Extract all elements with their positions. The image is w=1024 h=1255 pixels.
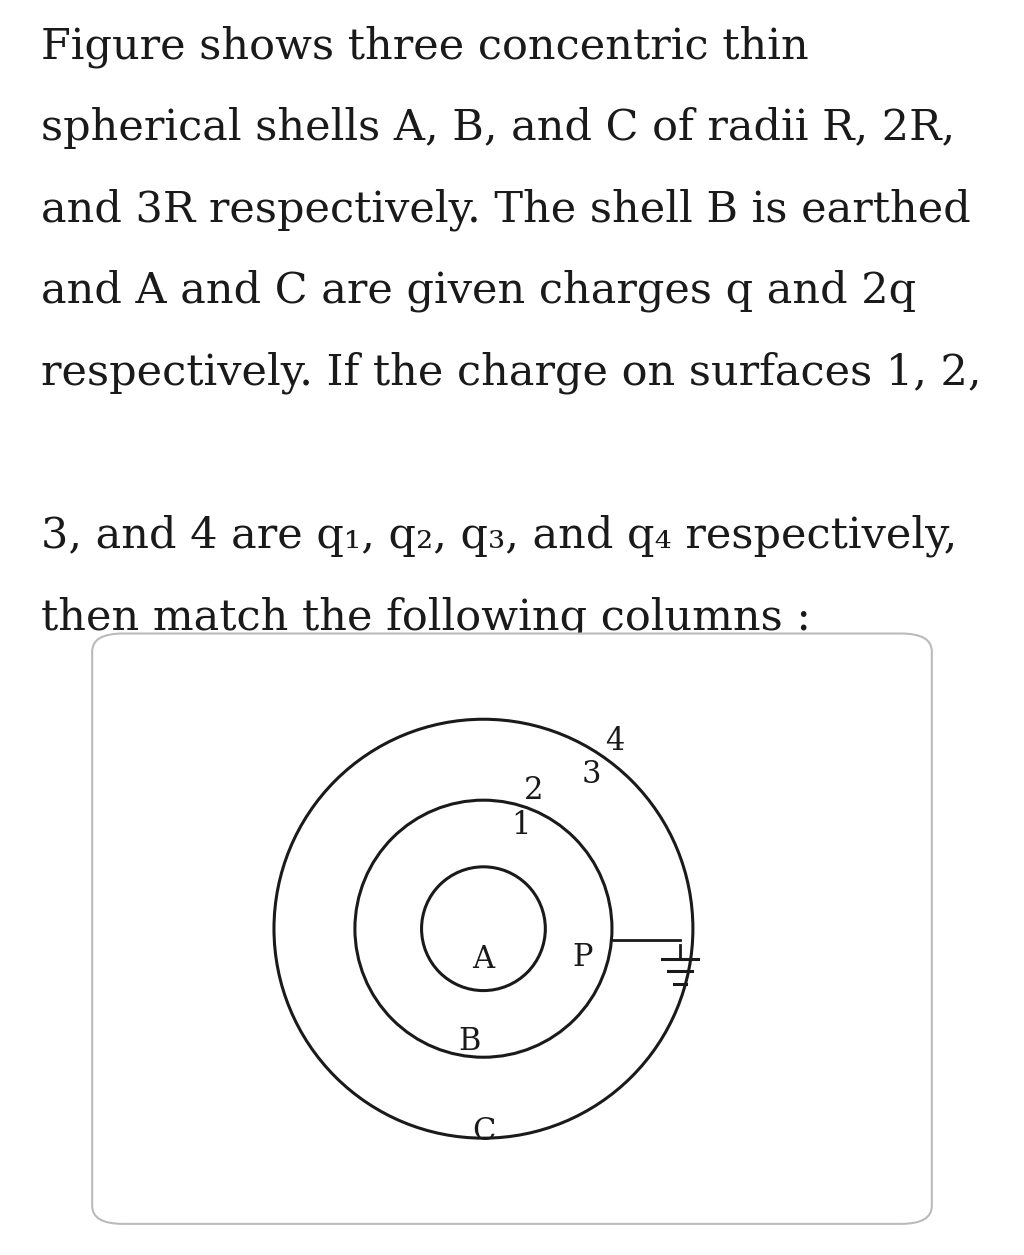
Text: then match the following columns :: then match the following columns : [41,596,811,639]
Text: 3, and 4 are q₁, q₂, q₃, and q₄ respectively,: 3, and 4 are q₁, q₂, q₃, and q₄ respecti… [41,515,957,557]
Text: Figure shows three concentric thin: Figure shows three concentric thin [41,25,809,68]
Text: 1: 1 [511,811,530,841]
Text: respectively. If the charge on surfaces 1, 2,: respectively. If the charge on surfaces … [41,351,981,394]
Text: and 3R respectively. The shell B is earthed: and 3R respectively. The shell B is eart… [41,188,971,231]
Text: 2: 2 [524,774,544,806]
Text: P: P [572,941,593,973]
FancyBboxPatch shape [92,634,932,1224]
Text: and A and C are given charges q and 2q: and A and C are given charges q and 2q [41,270,916,312]
Text: C: C [472,1116,496,1147]
Text: 4: 4 [605,727,624,757]
Text: A: A [472,944,495,975]
Text: B: B [458,1027,480,1057]
Text: 3: 3 [582,759,601,789]
Text: spherical shells A, B, and C of radii R, 2R,: spherical shells A, B, and C of radii R,… [41,107,955,148]
